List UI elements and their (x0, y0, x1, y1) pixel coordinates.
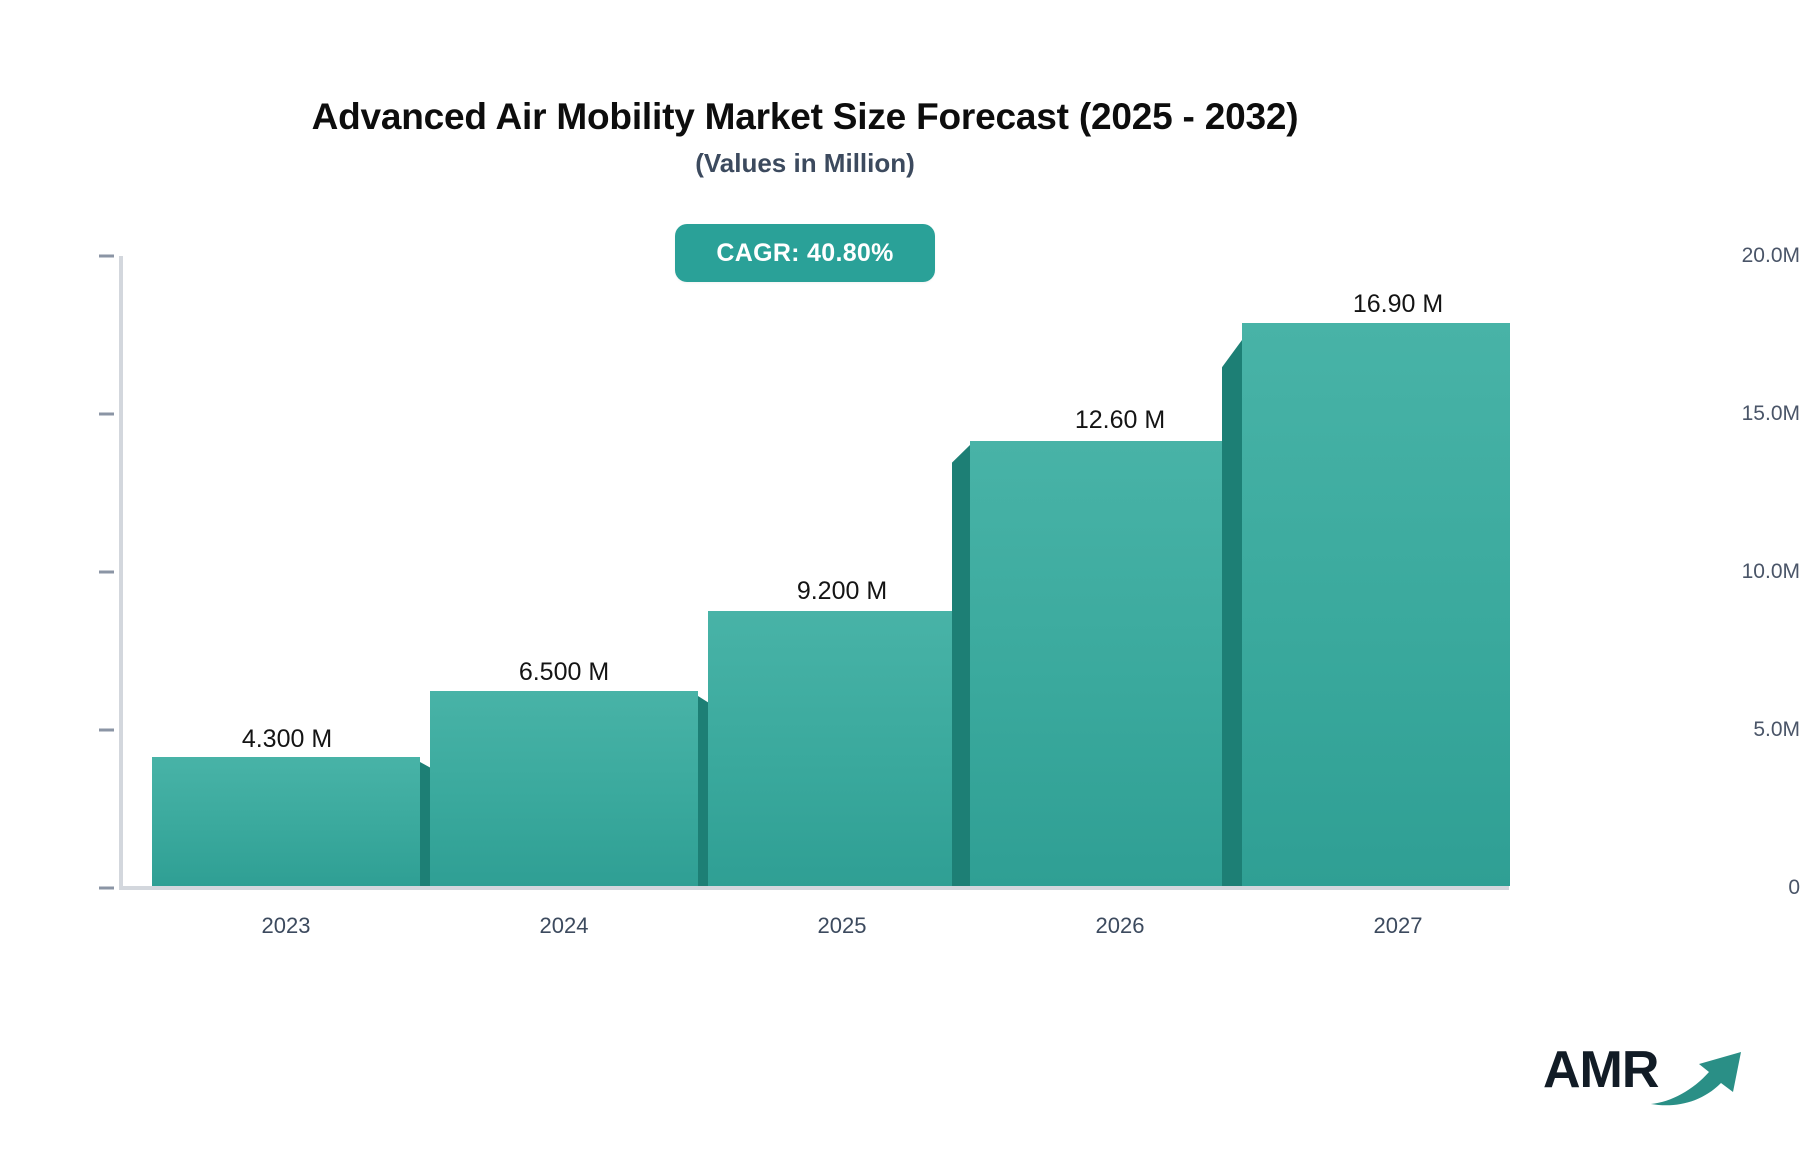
x-axis-line (119, 886, 1509, 890)
amr-logo: AMR (1543, 1040, 1743, 1120)
cagr-badge-label: CAGR: 40.80% (716, 238, 894, 267)
chart-title: Advanced Air Mobility Market Size Foreca… (311, 96, 1299, 137)
y-tick-mark-15M (99, 412, 114, 416)
bar-2024[interactable] (430, 691, 698, 886)
x-tick-label-2026: 2026 (1095, 913, 1145, 938)
y-tick-label-5M: 5.0M (1753, 718, 1800, 741)
cagr-badge: CAGR: 40.80% (675, 224, 935, 282)
y-tick-label-20M: 20.0M (1741, 244, 1800, 267)
y-axis-line (119, 256, 123, 890)
bar-2023[interactable] (152, 757, 420, 886)
x-tick-label-2024: 2024 (539, 913, 589, 938)
y-tick-label-15M: 15.0M (1741, 402, 1800, 425)
bar-value-label-2027: 16.90 M (1352, 290, 1444, 318)
growth-arrow-icon (1651, 1052, 1741, 1106)
bar-side-face-2027 (1222, 340, 1242, 886)
y-tick-mark-10M (99, 570, 114, 574)
y-tick-mark-5M (99, 728, 114, 732)
x-tick-label-2025: 2025 (817, 913, 867, 938)
bar-value-label-2024: 6.500 M (518, 658, 610, 686)
bar-value-label-2023: 4.300 M (241, 725, 333, 753)
y-tick-label-0: 0 (1788, 876, 1800, 899)
amr-logo-text: AMR (1543, 1041, 1659, 1099)
y-tick-mark-0 (99, 886, 114, 890)
x-tick-label-2023: 2023 (261, 913, 311, 938)
bar-value-label-2025: 9.200 M (796, 577, 888, 605)
chart-subtitle: (Values in Million) (695, 148, 915, 178)
x-tick-label-2027: 2027 (1373, 913, 1423, 938)
bar-2026[interactable] (970, 441, 1238, 886)
y-tick-label-10M: 10.0M (1741, 560, 1800, 583)
bar-2025[interactable] (708, 611, 976, 886)
y-tick-mark-20M (99, 254, 114, 258)
bar-2027[interactable] (1242, 323, 1510, 886)
bar-side-face-2026 (952, 445, 970, 886)
bar-value-label-2026: 12.60 M (1074, 406, 1166, 434)
